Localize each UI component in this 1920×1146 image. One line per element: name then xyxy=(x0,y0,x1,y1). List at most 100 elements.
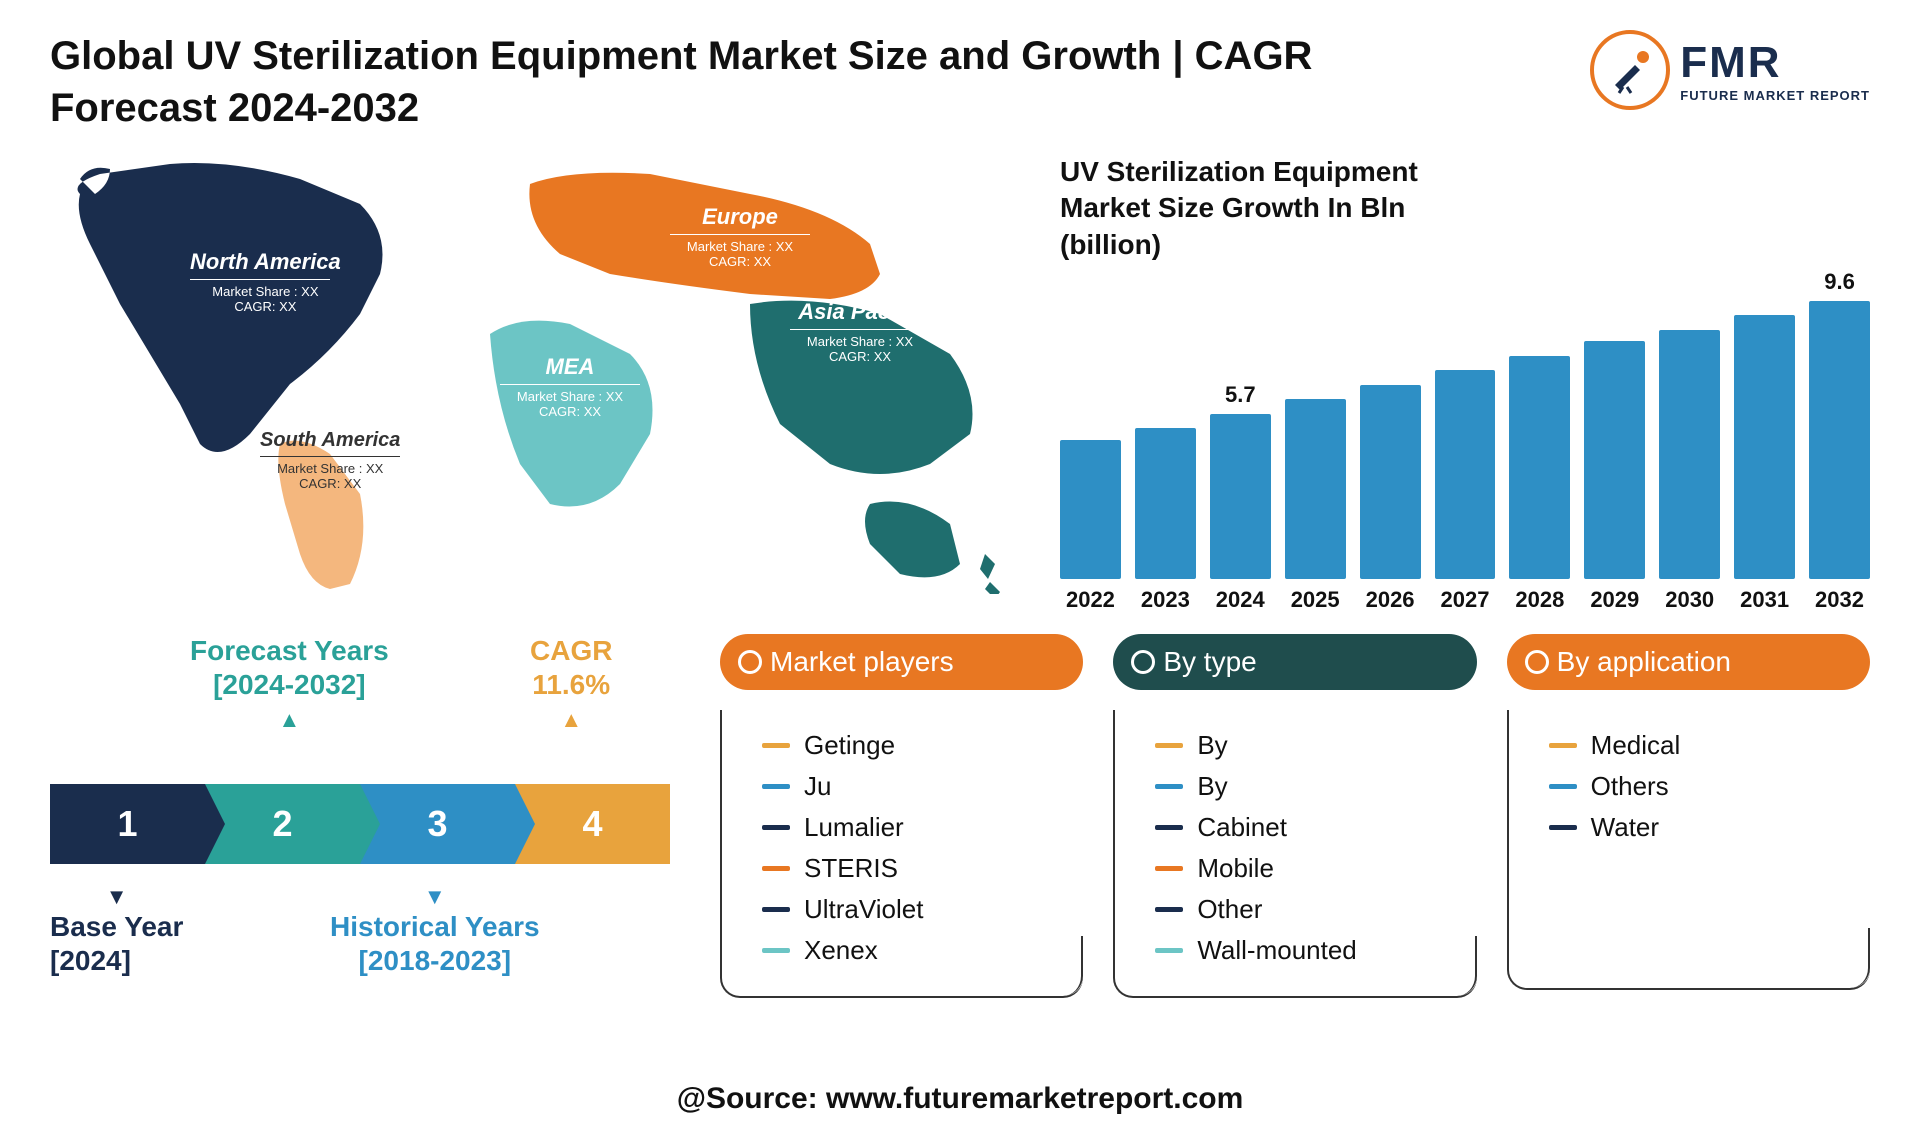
region-mea: MEA Market Share : XX CAGR: XX xyxy=(500,354,640,419)
bar xyxy=(1060,440,1121,579)
page-title: Global UV Sterilization Equipment Market… xyxy=(50,30,1350,134)
bar-label: 2024 xyxy=(1216,587,1265,613)
category-item: Water xyxy=(1549,812,1840,843)
item-text: Lumalier xyxy=(804,812,904,843)
label-range: [2024] xyxy=(50,944,183,978)
bottom-row: Forecast Years [2024-2032] ▲ CAGR 11.6% … xyxy=(50,634,1870,1014)
category-item: Mobile xyxy=(1155,853,1446,884)
label-text: Forecast Years xyxy=(190,634,389,668)
bar-column: 9.12031 xyxy=(1734,283,1795,613)
tick-icon xyxy=(1155,948,1183,953)
category-item: By xyxy=(1155,771,1446,802)
timeline-bar: 1234 xyxy=(50,784,670,864)
bar xyxy=(1435,370,1496,579)
timeline-section: Forecast Years [2024-2032] ▲ CAGR 11.6% … xyxy=(50,634,690,1014)
category-item: Wall-mounted xyxy=(1155,935,1446,966)
item-text: Ju xyxy=(804,771,831,802)
tick-icon xyxy=(762,907,790,912)
item-text: Wall-mounted xyxy=(1197,935,1356,966)
logo-sub: FUTURE MARKET REPORT xyxy=(1680,88,1870,103)
bar-column: 5.72024 xyxy=(1210,382,1271,613)
cagr-label: CAGR 11.6% ▲ xyxy=(530,634,612,734)
category-item: Other xyxy=(1155,894,1446,925)
tick-icon xyxy=(1155,907,1183,912)
logo-main: FMR xyxy=(1680,38,1870,88)
item-text: Xenex xyxy=(804,935,878,966)
category-item: UltraViolet xyxy=(762,894,1053,925)
bar-label: 2022 xyxy=(1066,587,1115,613)
bar-label: 2023 xyxy=(1141,587,1190,613)
bar-label: 2025 xyxy=(1291,587,1340,613)
bar-column: 9.62032 xyxy=(1809,269,1870,613)
region-cagr: CAGR: XX xyxy=(190,299,341,314)
bar-column: 7.72028 xyxy=(1509,324,1570,613)
bar-label: 2029 xyxy=(1590,587,1639,613)
label-value: 11.6% xyxy=(530,668,612,702)
region-name: North America xyxy=(190,249,341,275)
region-share: Market Share : XX xyxy=(790,334,930,349)
bar-column: 8.22029 xyxy=(1584,309,1645,613)
item-text: UltraViolet xyxy=(804,894,923,925)
bar xyxy=(1135,428,1196,579)
timeline-segment: 2 xyxy=(205,784,360,864)
bar-label: 2032 xyxy=(1815,587,1864,613)
telescope-icon xyxy=(1590,30,1670,110)
label-range: [2024-2032] xyxy=(190,668,389,702)
region-asia-pacific: Asia Pacific Market Share : XX CAGR: XX xyxy=(790,299,930,364)
tick-icon xyxy=(1155,866,1183,871)
logo-text: FMR FUTURE MARKET REPORT xyxy=(1680,38,1870,103)
item-text: Mobile xyxy=(1197,853,1274,884)
tick-icon xyxy=(762,825,790,830)
bar-chart-section: UV Sterilization Equipment Market Size G… xyxy=(1060,154,1870,594)
arrow-down-icon: ▼ xyxy=(50,884,183,910)
region-share: Market Share : XX xyxy=(190,284,341,299)
region-north-america: North America Market Share : XX CAGR: XX xyxy=(190,249,341,314)
segment-number: 1 xyxy=(117,803,137,845)
historical-label: ▼ Historical Years [2018-2023] xyxy=(330,884,540,978)
top-row: North America Market Share : XX CAGR: XX… xyxy=(50,154,1870,594)
region-europe: Europe Market Share : XX CAGR: XX xyxy=(670,204,810,269)
bar-label: 2028 xyxy=(1515,587,1564,613)
region-share: Market Share : XX xyxy=(670,239,810,254)
bar-label: 2026 xyxy=(1366,587,1415,613)
forecast-label: Forecast Years [2024-2032] ▲ xyxy=(190,634,389,734)
category-block: By typeByByCabinetMobileOtherWall-mounte… xyxy=(1113,634,1476,998)
tick-icon xyxy=(1549,784,1577,789)
tick-icon xyxy=(762,784,790,789)
category-header: By type xyxy=(1113,634,1476,690)
bar-column: 6.22025 xyxy=(1285,367,1346,613)
category-item: Medical xyxy=(1549,730,1840,761)
label-range: [2018-2023] xyxy=(330,944,540,978)
item-text: Other xyxy=(1197,894,1262,925)
bar-label: 2030 xyxy=(1665,587,1714,613)
bar xyxy=(1659,330,1720,579)
tick-icon xyxy=(1155,825,1183,830)
bar-column: 5.22023 xyxy=(1135,396,1196,613)
chart-title: UV Sterilization Equipment Market Size G… xyxy=(1060,154,1510,263)
bar-label: 2031 xyxy=(1740,587,1789,613)
bar xyxy=(1509,356,1570,579)
region-cagr: CAGR: XX xyxy=(670,254,810,269)
bar xyxy=(1809,301,1870,579)
region-name: Europe xyxy=(670,204,810,230)
tick-icon xyxy=(1155,743,1183,748)
category-header: Market players xyxy=(720,634,1083,690)
label-text: CAGR xyxy=(530,634,612,668)
bar xyxy=(1210,414,1271,579)
item-text: Water xyxy=(1591,812,1659,843)
region-south-america: South America Market Share : XX CAGR: XX xyxy=(260,429,400,491)
bar-column: 7.22027 xyxy=(1435,338,1496,613)
logo: FMR FUTURE MARKET REPORT xyxy=(1590,30,1870,110)
category-header: By application xyxy=(1507,634,1870,690)
category-block: Market playersGetingeJuLumalierSTERISUlt… xyxy=(720,634,1083,998)
tick-icon xyxy=(762,948,790,953)
bar xyxy=(1360,385,1421,579)
bar-column: 4.82022 xyxy=(1060,408,1121,613)
bar xyxy=(1285,399,1346,579)
bar-chart: 4.820225.220235.720246.220256.720267.220… xyxy=(1060,273,1870,613)
segment-number: 4 xyxy=(582,803,602,845)
bar xyxy=(1584,341,1645,579)
segment-number: 2 xyxy=(272,803,292,845)
tick-icon xyxy=(1549,743,1577,748)
item-text: By xyxy=(1197,771,1227,802)
